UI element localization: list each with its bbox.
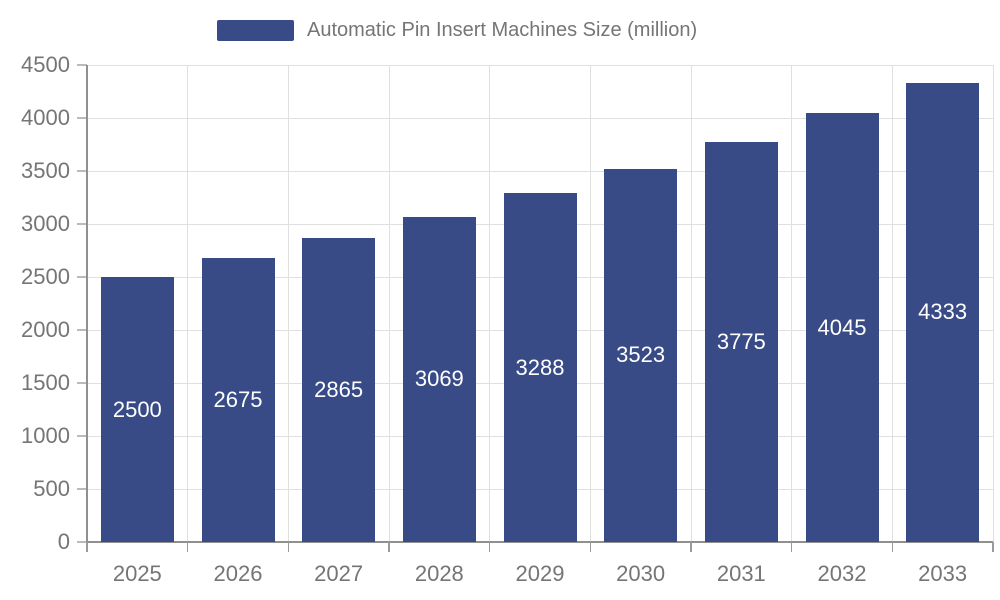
x-tick bbox=[790, 542, 793, 552]
bar bbox=[704, 141, 778, 542]
y-tick bbox=[77, 170, 87, 172]
bar bbox=[302, 238, 376, 542]
x-tick-label: 2025 bbox=[112, 561, 162, 586]
bar bbox=[402, 216, 476, 542]
x-tick-label: 2032 bbox=[817, 561, 867, 586]
bar bbox=[201, 258, 275, 542]
bar-value-label: 2675 bbox=[213, 387, 263, 413]
bar bbox=[604, 168, 678, 542]
y-tick bbox=[77, 488, 87, 490]
v-gridline bbox=[489, 65, 491, 542]
y-tick-label: 4000 bbox=[21, 105, 70, 130]
y-tick bbox=[77, 64, 87, 66]
y-tick bbox=[77, 223, 87, 225]
x-tick bbox=[589, 542, 592, 552]
legend: Automatic Pin Insert Machines Size (mill… bbox=[0, 0, 1000, 50]
x-tick bbox=[488, 542, 491, 552]
x-tick-label: 2033 bbox=[918, 561, 968, 586]
y-tick-label: 0 bbox=[57, 529, 70, 554]
bar bbox=[805, 113, 879, 542]
x-tick-label: 2028 bbox=[414, 561, 464, 586]
y-tick bbox=[77, 329, 87, 331]
bar-value-label: 3523 bbox=[616, 342, 666, 368]
x-tick-label: 2027 bbox=[314, 561, 364, 586]
y-tick bbox=[77, 382, 87, 384]
y-tick bbox=[77, 541, 87, 543]
x-tick bbox=[388, 542, 390, 552]
bar-value-label: 3775 bbox=[716, 328, 766, 354]
y-tick-label: 1000 bbox=[21, 423, 70, 448]
bar-value-label: 3288 bbox=[515, 354, 565, 380]
y-tick-label: 3000 bbox=[21, 211, 70, 236]
x-tick-label: 2030 bbox=[616, 561, 666, 586]
v-gridline bbox=[891, 65, 893, 542]
y-tick-label: 2500 bbox=[21, 264, 70, 289]
x-tick-label: 2026 bbox=[213, 561, 263, 586]
y-tick bbox=[77, 276, 87, 278]
x-tick bbox=[186, 542, 189, 552]
x-tick bbox=[690, 542, 692, 552]
x-tick bbox=[891, 542, 894, 552]
x-tick bbox=[287, 542, 290, 552]
h-gridline bbox=[87, 117, 993, 119]
y-tick bbox=[77, 117, 87, 119]
legend-swatch bbox=[217, 20, 294, 41]
bar-value-label: 2500 bbox=[112, 396, 162, 422]
bar bbox=[906, 82, 980, 542]
v-gridline bbox=[187, 65, 189, 542]
bar-value-label: 4333 bbox=[918, 299, 968, 325]
x-tick bbox=[992, 542, 994, 552]
y-tick-label: 3500 bbox=[21, 158, 70, 183]
y-tick-label: 4500 bbox=[21, 52, 70, 77]
y-tick-label: 2000 bbox=[21, 317, 70, 342]
y-tick-label: 500 bbox=[33, 476, 70, 501]
v-gridline bbox=[791, 65, 793, 542]
bar-value-label: 3069 bbox=[414, 366, 464, 392]
v-gridline bbox=[388, 65, 390, 542]
y-axis-line bbox=[86, 65, 88, 543]
legend-label: Automatic Pin Insert Machines Size (mill… bbox=[307, 19, 698, 41]
x-tick-label: 2029 bbox=[515, 561, 565, 586]
bar bbox=[503, 193, 577, 542]
h-gridline bbox=[87, 170, 993, 172]
y-tick-label: 1500 bbox=[21, 370, 70, 395]
bar-value-label: 4045 bbox=[817, 314, 867, 340]
h-gridline bbox=[87, 64, 993, 66]
v-gridline bbox=[690, 65, 692, 542]
bar bbox=[100, 277, 174, 542]
y-tick bbox=[77, 435, 87, 437]
x-tick-label: 2031 bbox=[716, 561, 766, 586]
v-gridline bbox=[589, 65, 591, 542]
bar-value-label: 2865 bbox=[314, 377, 364, 403]
x-tick bbox=[86, 542, 88, 552]
x-axis-line bbox=[87, 541, 993, 543]
v-gridline bbox=[992, 65, 994, 542]
v-gridline bbox=[287, 65, 289, 542]
